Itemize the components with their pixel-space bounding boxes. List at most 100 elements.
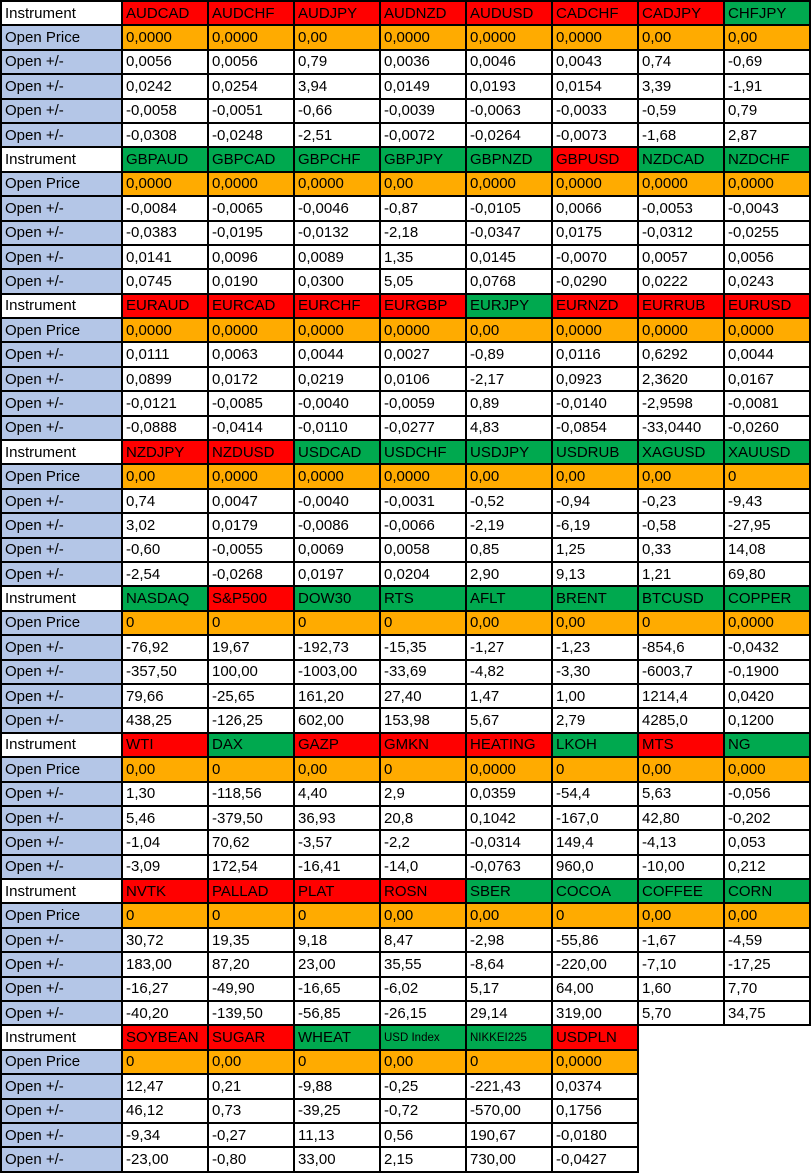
open-change-cell[interactable]: 3,02 [121, 512, 209, 539]
open-change-cell[interactable]: 79,66 [121, 682, 209, 710]
open-change-cell[interactable]: 29,14 [465, 999, 553, 1027]
open-change-cell[interactable]: -15,35 [379, 634, 467, 661]
open-price-cell[interactable]: 0,00 [293, 24, 381, 51]
row-label-open-price[interactable]: Open Price [0, 609, 123, 637]
open-change-cell[interactable]: -0,0055 [207, 536, 295, 564]
open-change-cell[interactable]: 0,33 [637, 536, 725, 564]
open-change-cell[interactable]: 1,30 [121, 780, 209, 807]
row-label-open-change[interactable]: Open +/- [0, 707, 123, 734]
open-change-cell[interactable]: -0,0086 [293, 512, 381, 539]
open-price-cell[interactable]: 0 [465, 1048, 553, 1076]
instrument-header-usdrub[interactable]: USDRUB [551, 439, 639, 466]
open-change-cell[interactable]: -0,0043 [723, 195, 811, 222]
open-change-cell[interactable]: -55,86 [551, 926, 639, 954]
open-change-cell[interactable]: -0,0414 [207, 414, 295, 442]
open-change-cell[interactable]: -49,90 [207, 975, 295, 1003]
open-change-cell[interactable]: 2,15 [379, 1146, 467, 1173]
open-change-cell[interactable]: 0,0116 [551, 341, 639, 368]
open-change-cell[interactable]: -0,0051 [207, 97, 295, 124]
row-label-open-change[interactable]: Open +/- [0, 512, 123, 539]
instrument-header-audusd[interactable]: AUDUSD [465, 0, 553, 27]
open-price-cell[interactable]: 0,00 [207, 1048, 295, 1076]
instrument-header-gbpnzd[interactable]: GBPNZD [465, 146, 553, 173]
open-price-cell[interactable]: 0,00 [637, 463, 725, 490]
open-change-cell[interactable]: -0,0110 [293, 414, 381, 442]
open-price-cell[interactable]: 0,00 [379, 1048, 467, 1076]
row-label-open-change[interactable]: Open +/- [0, 365, 123, 393]
open-change-cell[interactable]: 0,0242 [121, 73, 209, 100]
open-change-cell[interactable]: 1,60 [637, 975, 725, 1003]
instrument-header-usdjpy[interactable]: USDJPY [465, 439, 553, 466]
open-price-cell[interactable]: 0 [551, 902, 639, 929]
row-label-open-price[interactable]: Open Price [0, 317, 123, 344]
open-change-cell[interactable]: 0,0058 [379, 536, 467, 564]
open-change-cell[interactable]: 0,0179 [207, 512, 295, 539]
instrument-header-nzdusd[interactable]: NZDUSD [207, 439, 295, 466]
open-change-cell[interactable]: 8,47 [379, 926, 467, 954]
open-change-cell[interactable]: -1003,00 [293, 658, 381, 685]
open-price-cell[interactable]: 0,0000 [121, 317, 209, 344]
open-change-cell[interactable]: -25,65 [207, 682, 295, 710]
open-change-cell[interactable]: 0,0056 [121, 48, 209, 76]
open-change-cell[interactable]: -1,91 [723, 73, 811, 100]
instrument-header-usdchf[interactable]: USDCHF [379, 439, 467, 466]
open-change-cell[interactable]: -0,80 [207, 1146, 295, 1173]
open-price-cell[interactable]: 0 [293, 902, 381, 929]
open-change-cell[interactable]: -0,0121 [121, 390, 209, 417]
open-change-cell[interactable]: -1,27 [465, 634, 553, 661]
row-label-open-price[interactable]: Open Price [0, 1048, 123, 1076]
open-change-cell[interactable]: -0,0058 [121, 97, 209, 124]
open-price-cell[interactable]: 0 [207, 609, 295, 637]
instrument-header-gbpaud[interactable]: GBPAUD [121, 146, 209, 173]
instrument-header-usdcad[interactable]: USDCAD [293, 439, 381, 466]
open-change-cell[interactable]: 438,25 [121, 707, 209, 734]
instrument-header-audcad[interactable]: AUDCAD [121, 0, 209, 27]
instrument-header-audchf[interactable]: AUDCHF [207, 0, 295, 27]
row-label-instrument[interactable]: Instrument [0, 146, 123, 173]
instrument-header-usdpln[interactable]: USDPLN [551, 1024, 639, 1051]
open-price-cell[interactable]: 0,0000 [551, 317, 639, 344]
open-change-cell[interactable]: 319,00 [551, 999, 639, 1027]
open-change-cell[interactable]: -1,67 [637, 926, 725, 954]
open-change-cell[interactable]: 0,0175 [551, 219, 639, 246]
open-change-cell[interactable]: 172,54 [207, 853, 295, 881]
instrument-header-xagusd[interactable]: XAGUSD [637, 439, 725, 466]
open-change-cell[interactable]: 0,0057 [637, 243, 725, 271]
open-change-cell[interactable]: -4,13 [637, 829, 725, 856]
row-label-instrument[interactable]: Instrument [0, 0, 123, 27]
open-change-cell[interactable]: 2,79 [551, 707, 639, 734]
open-change-cell[interactable]: -0,0040 [293, 487, 381, 515]
open-change-cell[interactable]: -0,0255 [723, 219, 811, 246]
instrument-header-rts[interactable]: RTS [379, 585, 467, 612]
instrument-header-gbpusd[interactable]: GBPUSD [551, 146, 639, 173]
open-change-cell[interactable]: 2,87 [723, 121, 811, 149]
row-label-open-change[interactable]: Open +/- [0, 121, 123, 149]
instrument-header-wheat[interactable]: WHEAT [293, 1024, 381, 1051]
open-change-cell[interactable]: -854,6 [637, 634, 725, 661]
open-change-cell[interactable]: -6003,7 [637, 658, 725, 685]
row-label-instrument[interactable]: Instrument [0, 292, 123, 320]
open-change-cell[interactable]: -26,15 [379, 999, 467, 1027]
open-price-cell[interactable]: 0,0000 [121, 24, 209, 51]
open-price-cell[interactable]: 0,00 [379, 902, 467, 929]
open-change-cell[interactable]: 149,4 [551, 829, 639, 856]
open-price-cell[interactable]: 0,0000 [293, 170, 381, 198]
open-change-cell[interactable]: -0,69 [723, 48, 811, 76]
open-change-cell[interactable]: 183,00 [121, 951, 209, 978]
open-change-cell[interactable]: -0,0427 [551, 1146, 639, 1173]
open-change-cell[interactable]: 1,25 [551, 536, 639, 564]
open-change-cell[interactable]: 0,1756 [551, 1097, 639, 1124]
row-label-open-change[interactable]: Open +/- [0, 682, 123, 710]
row-label-instrument[interactable]: Instrument [0, 439, 123, 466]
open-price-cell[interactable]: 0,00 [379, 170, 467, 198]
instrument-header-nzdchf[interactable]: NZDCHF [723, 146, 811, 173]
open-price-cell[interactable]: 0,0000 [723, 317, 811, 344]
open-change-cell[interactable]: 64,00 [551, 975, 639, 1003]
instrument-header-nvtk[interactable]: NVTK [121, 878, 209, 905]
open-change-cell[interactable]: -192,73 [293, 634, 381, 661]
instrument-header-cadchf[interactable]: CADCHF [551, 0, 639, 27]
open-change-cell[interactable]: 5,67 [465, 707, 553, 734]
open-change-cell[interactable]: 4,40 [293, 780, 381, 807]
open-change-cell[interactable]: 5,70 [637, 999, 725, 1027]
row-label-open-price[interactable]: Open Price [0, 463, 123, 490]
